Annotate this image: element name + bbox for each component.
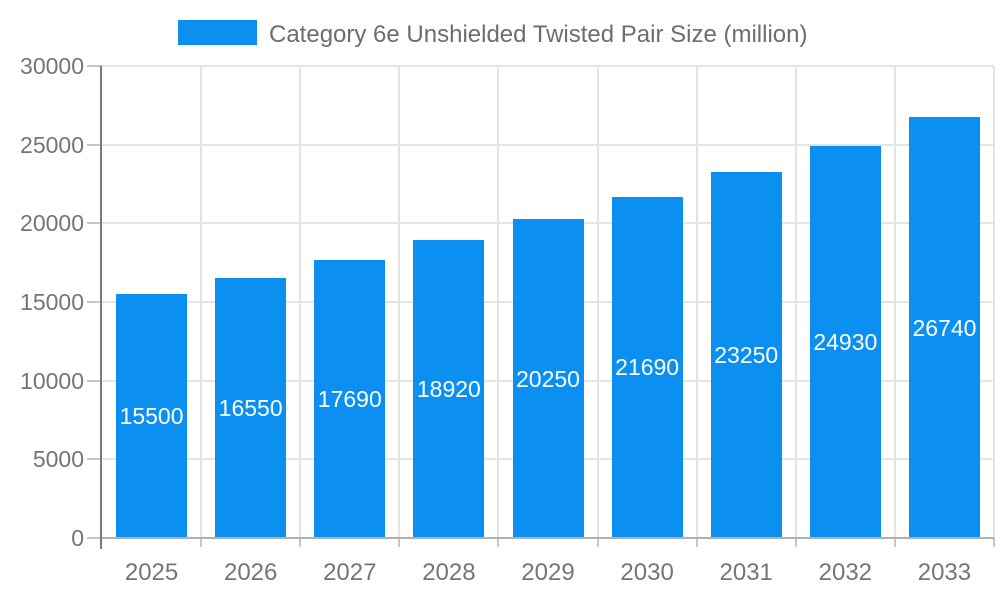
x-gridline <box>695 66 698 538</box>
legend-swatch[interactable] <box>178 20 257 45</box>
bar[interactable] <box>809 145 881 538</box>
x-gridline <box>993 66 995 538</box>
x-gridline <box>596 66 599 538</box>
x-gridline <box>893 66 896 538</box>
y-axis-line <box>100 66 102 549</box>
y-tick <box>87 379 102 382</box>
bar-value-label: 23250 <box>714 342 779 369</box>
y-tick <box>87 65 102 67</box>
y-tick <box>87 222 102 225</box>
legend-label[interactable]: Category 6e Unshielded Twisted Pair Size… <box>269 21 808 48</box>
y-axis-label: 15000 <box>20 289 84 315</box>
x-gridline <box>200 66 203 538</box>
bar[interactable] <box>611 196 683 538</box>
y-tick <box>87 458 102 461</box>
x-axis-label: 2029 <box>521 559 575 586</box>
x-axis-label: 2033 <box>917 559 972 586</box>
x-tick <box>497 538 500 547</box>
x-axis-label: 2026 <box>223 559 278 586</box>
bar[interactable] <box>512 219 584 538</box>
x-gridline <box>497 66 500 538</box>
x-axis-label: 2032 <box>818 559 873 586</box>
bar-value-label: 16550 <box>218 394 283 421</box>
x-tick <box>200 538 203 547</box>
x-axis-label: 2027 <box>323 559 377 586</box>
bar-value-label: 18920 <box>416 376 481 403</box>
y-axis-label: 25000 <box>20 131 84 158</box>
x-tick <box>299 538 302 547</box>
y-axis-label: 0 <box>71 525 84 551</box>
x-axis-label: 2031 <box>719 559 773 586</box>
x-gridline <box>299 66 302 538</box>
bar[interactable] <box>908 117 980 538</box>
y-tick <box>87 537 102 539</box>
y-axis-label: 20000 <box>20 210 84 237</box>
x-axis-label: 2028 <box>422 559 476 586</box>
y-axis-label: 30000 <box>20 53 84 79</box>
y-tick <box>87 143 102 146</box>
y-axis-label: 5000 <box>32 446 84 473</box>
bar[interactable] <box>314 259 386 538</box>
bar-value-label: 26740 <box>912 314 977 341</box>
x-gridline <box>794 66 797 538</box>
bar[interactable] <box>116 294 188 538</box>
x-axis-label: 2025 <box>124 559 179 586</box>
bar-value-label: 20250 <box>516 365 580 392</box>
x-axis-label: 2030 <box>620 559 674 586</box>
bar[interactable] <box>215 277 287 538</box>
bar-value-label: 17690 <box>317 385 382 412</box>
y-axis-label: 10000 <box>20 367 84 394</box>
y-tick <box>87 301 102 303</box>
bar[interactable] <box>413 240 485 538</box>
bar-value-label: 24930 <box>813 328 878 355</box>
x-tick <box>398 538 401 547</box>
x-tick <box>993 538 995 547</box>
x-gridline <box>398 66 401 538</box>
y-gridline <box>102 143 994 146</box>
x-tick <box>893 538 896 547</box>
x-axis-baseline <box>102 537 994 539</box>
bar[interactable] <box>710 172 782 538</box>
x-tick <box>596 538 599 547</box>
x-tick <box>794 538 797 547</box>
y-gridline <box>102 65 994 67</box>
bar-value-label: 15500 <box>119 403 184 430</box>
x-tick <box>695 538 698 547</box>
bar-value-label: 21690 <box>615 354 680 381</box>
